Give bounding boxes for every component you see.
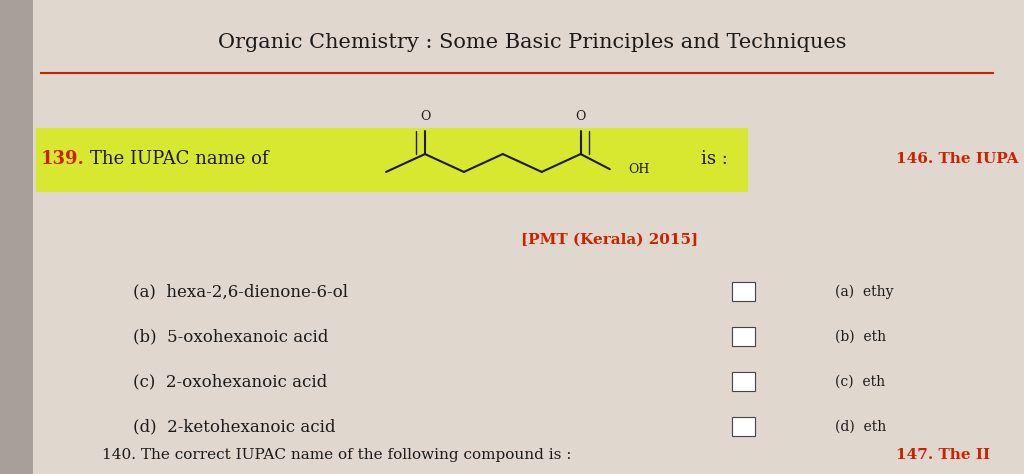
Text: Organic Chemistry : Some Basic Principles and Techniques: Organic Chemistry : Some Basic Principle… xyxy=(218,33,847,52)
Text: (b)  5-oxohexanoic acid: (b) 5-oxohexanoic acid xyxy=(133,328,329,345)
Text: (d)  eth: (d) eth xyxy=(835,419,886,434)
Text: (c)  eth: (c) eth xyxy=(835,374,885,389)
Text: is :: is : xyxy=(701,150,728,168)
Text: The IUPAC name of: The IUPAC name of xyxy=(90,150,268,168)
Text: 139.: 139. xyxy=(41,150,85,168)
Text: OH: OH xyxy=(628,163,649,176)
Bar xyxy=(0,0,33,474)
Text: O: O xyxy=(420,110,430,123)
Text: 147. The II: 147. The II xyxy=(896,448,990,462)
Text: [PMT (Kerala) 2015]: [PMT (Kerala) 2015] xyxy=(521,232,697,246)
Text: 140. The correct IUPAC name of the following compound is :: 140. The correct IUPAC name of the follo… xyxy=(102,448,571,462)
Text: (a)  hexa-2,6-dienone-6-ol: (a) hexa-2,6-dienone-6-ol xyxy=(133,283,348,300)
Text: (a)  ethy: (a) ethy xyxy=(835,284,893,299)
Text: O: O xyxy=(575,110,586,123)
Bar xyxy=(732,327,755,346)
Bar xyxy=(732,282,755,301)
Text: (b)  eth: (b) eth xyxy=(835,329,886,344)
Text: 146. The IUPA: 146. The IUPA xyxy=(896,152,1019,166)
Text: (c)  2-oxohexanoic acid: (c) 2-oxohexanoic acid xyxy=(133,373,328,390)
Text: (d)  2-ketohexanoic acid: (d) 2-ketohexanoic acid xyxy=(133,418,336,435)
Bar xyxy=(36,128,748,192)
Bar xyxy=(732,417,755,436)
Bar xyxy=(732,372,755,391)
